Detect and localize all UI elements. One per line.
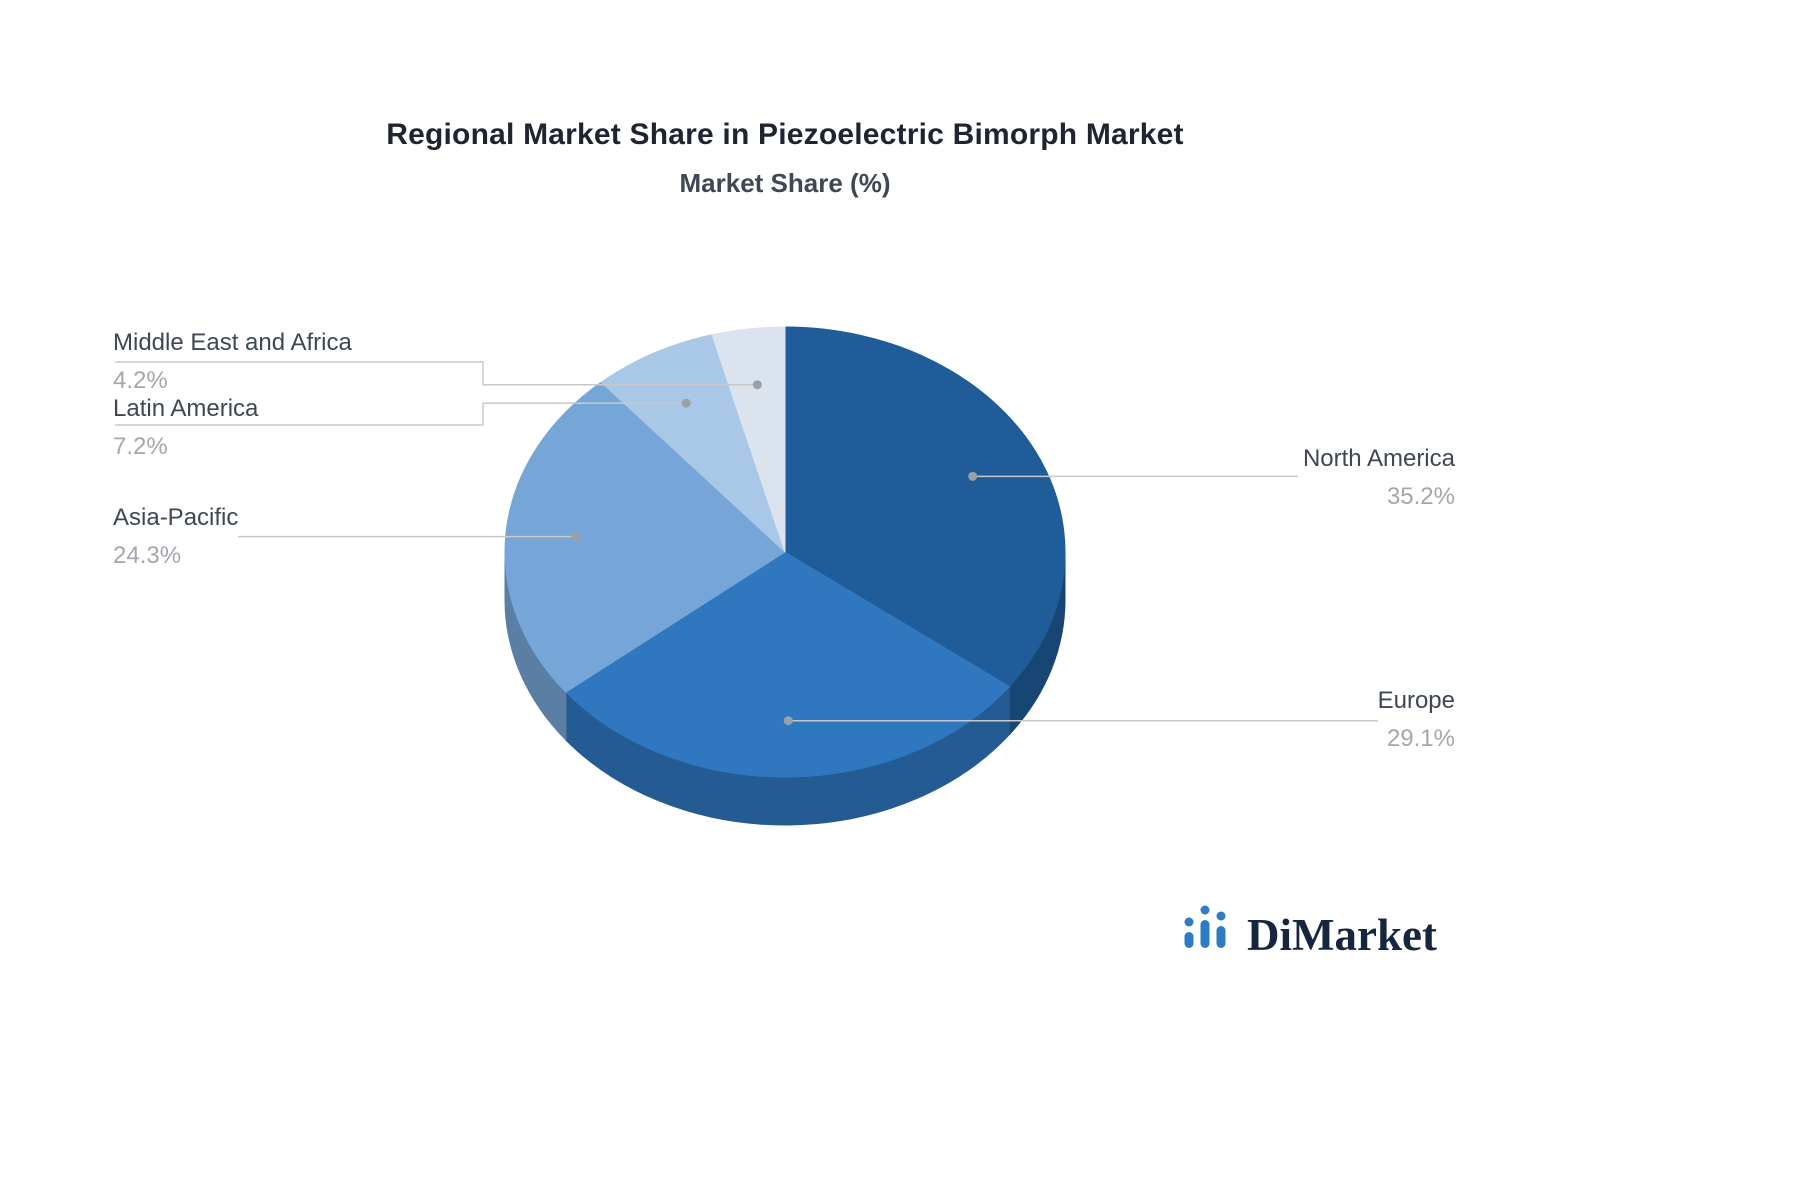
callout-europe: Europe 29.1% (1378, 688, 1455, 752)
segment-label: Latin America (113, 395, 259, 422)
segment-label: Asia-Pacific (113, 504, 239, 531)
segment-value: 29.1% (1386, 725, 1455, 752)
callout-latin-america: Latin America 7.2% (113, 396, 258, 460)
segment-label: North America (1302, 445, 1455, 472)
leader-line-latin-america (115, 402, 687, 426)
leader-line-middle-east-and-africa (115, 361, 758, 386)
segment-value: 24.3% (113, 542, 182, 569)
segment-label: Europe (1377, 687, 1455, 714)
chart-title: Regional Market Share in Piezoelectric B… (386, 118, 1184, 151)
callout-middle-east-and-africa: Middle East and Africa 4.2% (113, 330, 352, 394)
segment-label: Middle East and Africa (113, 329, 352, 356)
leader-dot-middle-east-and-africa (752, 380, 762, 390)
callout-asia-pacific: Asia-Pacific 24.3% (113, 505, 238, 569)
pie-slice-north-america (784, 326, 1066, 688)
pie-slice-asia-pacific (504, 381, 786, 693)
logo-text: DiMarket (1247, 909, 1437, 960)
chart-subtitle: Market Share (%) (679, 168, 891, 198)
leader-dot-north-america (968, 471, 978, 481)
callout-north-america: North America 35.2% (1303, 446, 1455, 510)
leader-dot-latin-america (681, 398, 691, 408)
pie-slice-middle-east-and-africa (711, 326, 786, 553)
leader-dot-asia-pacific (571, 532, 581, 542)
dimarket-logo: DiMarket (1180, 900, 1437, 957)
pie-slice-latin-america (600, 334, 786, 553)
segment-value: 35.2% (1386, 483, 1455, 510)
bar-chart-icon (1180, 900, 1234, 957)
segment-value: 7.2% (113, 433, 168, 460)
segment-value: 4.2% (113, 367, 168, 394)
leader-dot-europe (783, 716, 793, 726)
